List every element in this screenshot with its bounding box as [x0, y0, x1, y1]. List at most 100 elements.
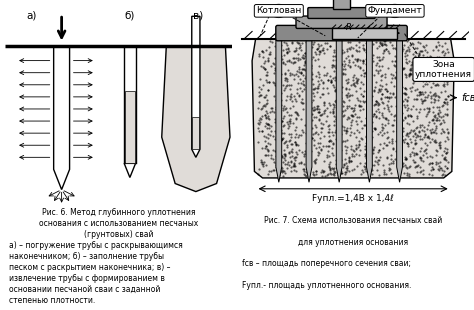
Point: [386, 140, 393, 145]
Point: [342, 92, 350, 97]
Point: [273, 144, 281, 149]
Point: [283, 78, 291, 83]
Point: [287, 142, 295, 147]
Point: [339, 71, 346, 76]
Point: [326, 110, 334, 115]
Point: [403, 99, 410, 104]
Point: [294, 40, 302, 45]
Point: [354, 56, 362, 61]
Point: [309, 42, 317, 46]
Point: [417, 49, 425, 54]
Point: [325, 126, 333, 131]
Point: [432, 60, 440, 65]
Point: [433, 105, 441, 110]
Point: [384, 135, 392, 140]
Point: [366, 136, 374, 141]
Point: [282, 78, 289, 82]
Point: [359, 98, 367, 103]
Point: [353, 115, 361, 120]
Point: [294, 135, 302, 140]
Point: [294, 51, 302, 56]
Point: [368, 119, 376, 124]
Point: [416, 67, 424, 72]
Point: [292, 99, 300, 104]
Point: [336, 108, 343, 113]
Point: [325, 163, 332, 168]
Point: [302, 150, 310, 155]
Point: [373, 61, 380, 66]
Point: [411, 160, 419, 165]
Point: [339, 139, 347, 144]
Point: [374, 132, 382, 137]
Point: [313, 103, 321, 108]
Point: [431, 140, 439, 145]
Point: [264, 69, 271, 74]
Point: [264, 148, 272, 153]
Point: [335, 153, 342, 158]
Point: [296, 45, 303, 50]
Point: [273, 96, 281, 101]
Point: [399, 65, 407, 70]
Point: [366, 76, 374, 81]
Point: [323, 155, 330, 160]
Point: [264, 171, 272, 176]
Point: [321, 173, 329, 178]
Point: [314, 46, 322, 51]
Point: [296, 148, 303, 153]
Point: [329, 140, 337, 145]
Point: [410, 151, 418, 156]
Point: [435, 108, 442, 113]
Point: [302, 170, 310, 175]
Point: [306, 169, 313, 174]
Point: [301, 54, 309, 59]
Point: [285, 58, 292, 63]
Point: [307, 64, 314, 69]
Point: [360, 122, 367, 127]
Point: [259, 129, 266, 134]
Point: [441, 168, 448, 173]
Point: [298, 96, 306, 101]
Point: [414, 46, 421, 51]
Point: [352, 75, 359, 80]
Point: [392, 139, 400, 144]
Point: [421, 132, 428, 137]
Point: [373, 108, 380, 113]
Point: [280, 123, 287, 128]
Point: [292, 47, 300, 52]
Point: [432, 92, 440, 97]
Point: [397, 60, 404, 65]
Point: [395, 39, 402, 44]
Bar: [332, 28, 397, 39]
Point: [411, 141, 419, 146]
Point: [416, 48, 424, 53]
Point: [411, 77, 419, 82]
Point: [328, 64, 336, 69]
Point: [344, 144, 351, 149]
Point: [304, 119, 311, 124]
Point: [439, 153, 447, 157]
Point: [352, 88, 360, 93]
Point: [278, 153, 286, 158]
Point: [290, 60, 297, 65]
Point: [397, 63, 405, 68]
Point: [368, 129, 375, 134]
Point: [329, 102, 337, 107]
Point: [334, 161, 341, 166]
Point: [443, 166, 451, 171]
Point: [384, 118, 392, 123]
Point: [329, 133, 337, 138]
Point: [311, 50, 319, 55]
Point: [365, 78, 372, 82]
Point: [443, 126, 451, 131]
Point: [332, 53, 339, 58]
Point: [402, 157, 410, 162]
Point: [274, 91, 282, 96]
Point: [299, 55, 307, 60]
FancyBboxPatch shape: [296, 16, 387, 29]
Point: [383, 129, 391, 134]
Point: [272, 162, 280, 167]
Point: [403, 60, 410, 65]
Point: [365, 135, 373, 140]
Point: [293, 111, 301, 116]
Point: [307, 56, 314, 61]
